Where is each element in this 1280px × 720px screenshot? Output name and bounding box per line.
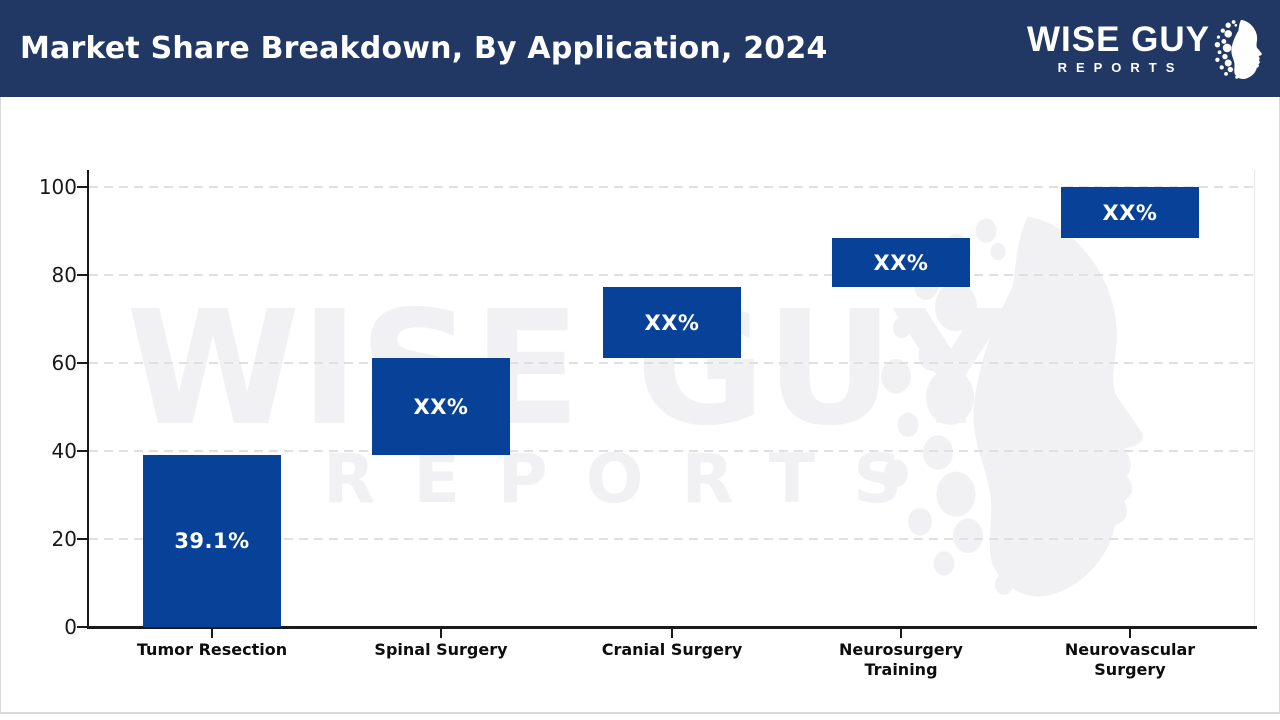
- bar-value-label: XX%: [644, 310, 700, 335]
- x-axis-label: Spinal Surgery: [374, 640, 508, 659]
- y-tick-label: 0: [64, 615, 77, 639]
- x-tick-mark: [440, 629, 442, 638]
- logo-text: WISE GUY REPORTS: [1027, 22, 1210, 75]
- wiseguy-logo: WISE GUY REPORTS: [1027, 8, 1280, 90]
- gridline: [89, 538, 1256, 540]
- x-axis-label: Tumor Resection: [136, 640, 288, 659]
- y-axis-line: [87, 170, 89, 629]
- bar: XX%: [603, 287, 741, 359]
- bar: 39.1%: [143, 454, 281, 627]
- bar: XX%: [832, 238, 970, 288]
- logo-face-icon: [1214, 19, 1262, 79]
- bar: XX%: [1061, 187, 1199, 239]
- y-tick-label: 20: [51, 527, 77, 551]
- x-axis-label: Neurovascular Surgery: [1064, 640, 1196, 679]
- bar-value-label: 39.1%: [174, 528, 250, 553]
- gridline: [89, 450, 1256, 452]
- gridline: [89, 274, 1256, 276]
- y-tick-label: 40: [51, 439, 77, 463]
- y-tick-mark: [77, 626, 87, 628]
- y-tick-label: 60: [51, 351, 77, 375]
- logo-wordmark: WISE GUY: [1026, 20, 1210, 59]
- y-tick-mark: [77, 450, 87, 452]
- chart-title: Market Share Breakdown, By Application, …: [20, 31, 828, 66]
- bar-value-label: XX%: [1102, 200, 1158, 225]
- gridline: [89, 362, 1256, 364]
- plot-right-border: [1254, 170, 1255, 626]
- x-axis-label: Cranial Surgery: [601, 640, 743, 659]
- bar-value-label: XX%: [873, 250, 929, 275]
- y-tick-label: 100: [38, 175, 77, 199]
- x-tick-mark: [1129, 629, 1131, 638]
- y-tick-mark: [77, 186, 87, 188]
- x-tick-mark: [671, 629, 673, 638]
- y-tick-mark: [77, 362, 87, 364]
- logo-subtitle: REPORTS: [1057, 60, 1184, 75]
- y-tick-mark: [77, 538, 87, 540]
- x-axis-line: [87, 626, 1257, 629]
- x-axis-label: Neurosurgery Training: [839, 640, 963, 679]
- plot-area: 0 20 40 60 80 100 39.1% Tumor Resection XX% Spina…: [1, 97, 1279, 712]
- bar: XX%: [372, 358, 510, 455]
- chart-region: WISE GUY REPORTS 0 20 40 60 80 100 39.1% Tumor …: [0, 97, 1280, 714]
- header-bar: Market Share Breakdown, By Application, …: [0, 0, 1280, 97]
- y-tick-label: 80: [51, 263, 77, 287]
- x-tick-mark: [211, 629, 213, 638]
- y-tick-mark: [77, 274, 87, 276]
- gridline: [89, 186, 1256, 188]
- bar-value-label: XX%: [413, 394, 469, 419]
- x-tick-mark: [900, 629, 902, 638]
